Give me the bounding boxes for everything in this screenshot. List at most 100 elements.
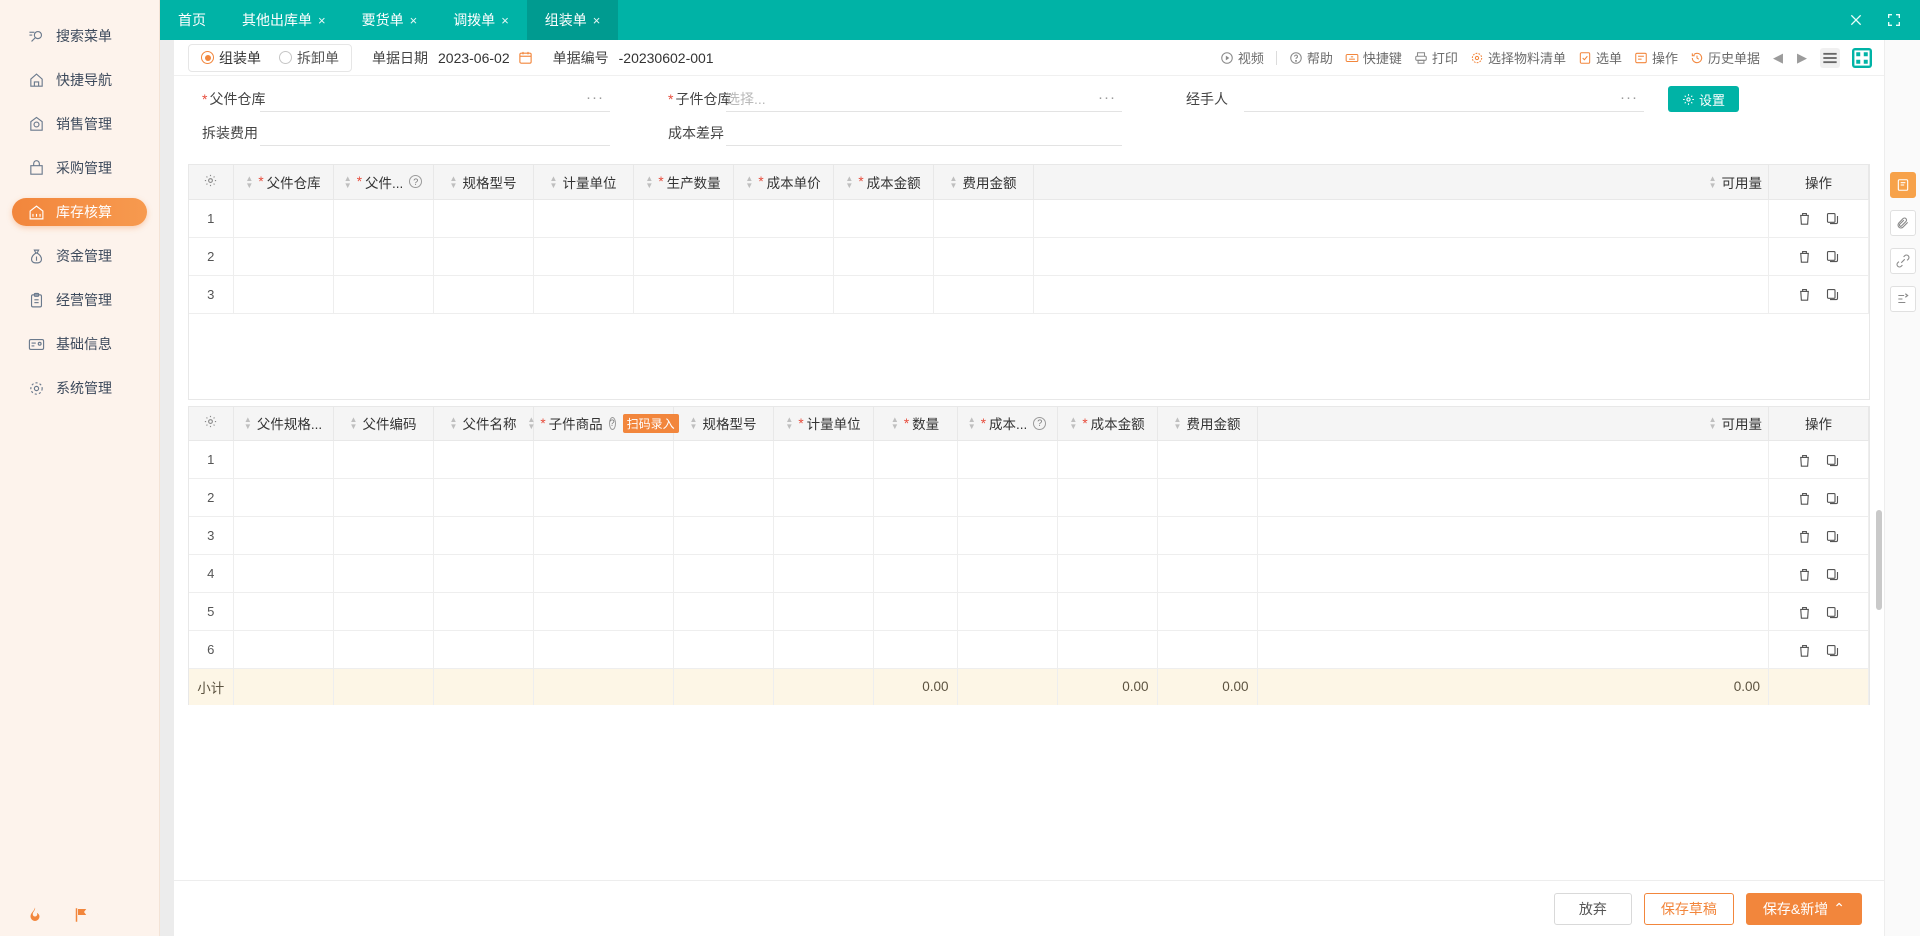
- sort-icon[interactable]: ▲ ▼: [349, 415, 358, 432]
- cell-cost[interactable]: [957, 554, 1058, 593]
- cell-unit[interactable]: [773, 630, 874, 669]
- cell-cost-amount[interactable]: [1057, 478, 1158, 517]
- cell-unit[interactable]: [773, 478, 874, 517]
- sort-icon[interactable]: ▲ ▼: [243, 415, 252, 432]
- sidebar-item-sales[interactable]: 销售管理: [12, 110, 147, 138]
- cell-parent-code[interactable]: [333, 592, 434, 631]
- cell-parent-spec[interactable]: [233, 592, 334, 631]
- copy-icon[interactable]: [1825, 567, 1840, 582]
- cell-parent-warehouse[interactable]: [233, 199, 334, 238]
- table-row[interactable]: 1: [189, 199, 1869, 238]
- sort-icon[interactable]: ▲ ▼: [785, 415, 794, 432]
- cell-fee-amount[interactable]: [1157, 630, 1258, 669]
- toolbar-print[interactable]: 打印: [1414, 48, 1458, 67]
- copy-icon[interactable]: [1825, 529, 1840, 544]
- discard-button[interactable]: 放弃: [1553, 892, 1632, 925]
- sort-icon[interactable]: ▲ ▼: [343, 173, 352, 190]
- cell-fee-amount[interactable]: [1157, 554, 1258, 593]
- copy-icon[interactable]: [1825, 211, 1840, 226]
- toolbar-operation[interactable]: 操作: [1634, 48, 1678, 67]
- cell-spec[interactable]: [433, 199, 534, 238]
- table-row[interactable]: 3: [189, 275, 1869, 314]
- cell-child-product[interactable]: [533, 478, 674, 517]
- tab-home[interactable]: 首页: [160, 0, 224, 40]
- cell-cost[interactable]: [957, 440, 1058, 479]
- copy-icon[interactable]: [1825, 491, 1840, 506]
- delete-icon[interactable]: [1797, 249, 1812, 264]
- cell-unit[interactable]: [533, 199, 634, 238]
- sort-icon[interactable]: ▲ ▼: [449, 173, 458, 190]
- delete-icon[interactable]: [1797, 491, 1812, 506]
- cell-spec[interactable]: [673, 554, 774, 593]
- tab-close-icon[interactable]: ×: [318, 12, 326, 28]
- table-row[interactable]: 4: [189, 554, 1869, 593]
- cell-fee-amount[interactable]: [933, 199, 1034, 238]
- cell-parent-spec[interactable]: [233, 554, 334, 593]
- cell-quantity[interactable]: [873, 478, 958, 517]
- doc-no-value[interactable]: -20230602-001: [618, 49, 714, 66]
- sort-icon[interactable]: ▲ ▼: [890, 415, 899, 432]
- cell-child-product[interactable]: [533, 630, 674, 669]
- cell-parent-name[interactable]: [433, 478, 534, 517]
- sidebar-item-quick-nav[interactable]: 快捷导航: [12, 66, 147, 94]
- sort-icon[interactable]: ▲ ▼: [449, 415, 458, 432]
- cost-variance-input[interactable]: [726, 120, 1122, 146]
- fullscreen-icon[interactable]: [1886, 12, 1902, 28]
- sidebar-item-system[interactable]: 系统管理: [12, 374, 147, 402]
- delete-icon[interactable]: [1797, 643, 1812, 658]
- disassembly-fee-input[interactable]: [260, 120, 610, 146]
- table-row[interactable]: 6: [189, 630, 1869, 669]
- parent-col-parent-item[interactable]: ▲ ▼ * 父件...?: [333, 165, 434, 200]
- cell-spec[interactable]: [433, 275, 534, 314]
- note-panel-icon[interactable]: [1889, 172, 1916, 198]
- toolbar-video[interactable]: 视频: [1220, 48, 1264, 67]
- sidebar-item-purchase[interactable]: 采购管理: [12, 154, 147, 182]
- delete-icon[interactable]: [1797, 453, 1812, 468]
- doc-type-radio-group[interactable]: 组装单 拆卸单: [188, 43, 352, 72]
- table-row[interactable]: 2: [189, 237, 1869, 276]
- cell-unit[interactable]: [773, 554, 874, 593]
- sort-icon[interactable]: ▲ ▼: [689, 415, 698, 432]
- cell-parent-name[interactable]: [433, 440, 534, 479]
- cell-cost-amount[interactable]: [1057, 630, 1158, 669]
- attachment-icon[interactable]: [1889, 210, 1916, 236]
- cell-spec[interactable]: [673, 440, 774, 479]
- list-view-icon[interactable]: [1820, 47, 1840, 68]
- sort-icon[interactable]: ▲ ▼: [1708, 173, 1717, 190]
- cell-parent-spec[interactable]: [233, 630, 334, 669]
- copy-icon[interactable]: [1825, 249, 1840, 264]
- calendar-icon[interactable]: [518, 50, 533, 65]
- cell-parent-name[interactable]: [433, 554, 534, 593]
- sort-icon[interactable]: ▲ ▼: [1069, 415, 1078, 432]
- copy-icon[interactable]: [1825, 605, 1840, 620]
- cell-child-product[interactable]: [533, 516, 674, 555]
- help-icon[interactable]: ?: [608, 416, 616, 430]
- cell-unit-cost[interactable]: [733, 237, 834, 276]
- sort-icon[interactable]: ▲ ▼: [845, 173, 854, 190]
- child-col-spec[interactable]: ▲ ▼ 规格型号: [673, 406, 774, 441]
- toolbar-history[interactable]: 历史单据: [1690, 48, 1760, 67]
- table-row[interactable]: 3: [189, 516, 1869, 555]
- save-and-new-button[interactable]: 保存&新增 ⌃: [1745, 892, 1862, 925]
- copy-icon[interactable]: [1825, 287, 1840, 302]
- tab-assembly[interactable]: 组装单 ×: [526, 0, 619, 40]
- cell-fee-amount[interactable]: [1157, 516, 1258, 555]
- tab-transfer[interactable]: 调拨单 ×: [435, 0, 527, 40]
- table-row[interactable]: 1: [189, 440, 1869, 479]
- tab-requisition[interactable]: 要货单 ×: [344, 0, 436, 40]
- radio-disassembly[interactable]: 拆卸单: [279, 48, 339, 68]
- sort-icon[interactable]: ▲ ▼: [745, 173, 754, 190]
- cell-parent-item[interactable]: [333, 275, 434, 314]
- cell-cost-amount[interactable]: [1057, 440, 1158, 479]
- cell-parent-warehouse[interactable]: [233, 237, 334, 276]
- toolbar-next-arrow[interactable]: ▶: [1797, 49, 1807, 65]
- child-col-child-product[interactable]: ▲ ▼ * 子件商品? 扫码录入: [527, 406, 679, 441]
- table-row[interactable]: 5: [189, 592, 1869, 631]
- doc-date-value[interactable]: 2023-06-02: [438, 49, 510, 66]
- cell-production-qty[interactable]: [633, 237, 734, 276]
- cell-parent-code[interactable]: [333, 478, 434, 517]
- parent-col-production-qty[interactable]: ▲ ▼ * 生产数量: [633, 165, 734, 200]
- sort-icon[interactable]: ▲ ▼: [967, 415, 976, 432]
- sort-icon[interactable]: ▲ ▼: [949, 173, 958, 190]
- parent-col-unit-cost[interactable]: ▲ ▼ * 成本单价: [733, 165, 834, 200]
